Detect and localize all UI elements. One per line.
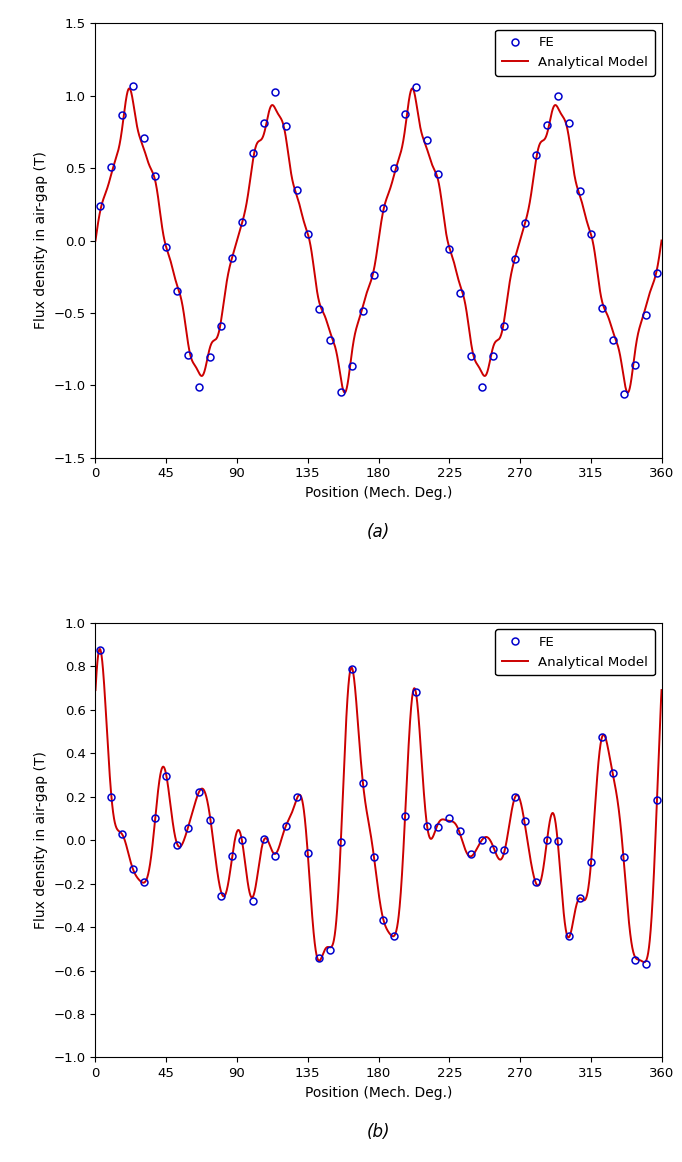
Analytical Model xyxy=(434,817,442,831)
Legend: FE, Analytical Model: FE, Analytical Model xyxy=(495,30,655,76)
FE xyxy=(456,824,464,838)
Analytical Model xyxy=(250,149,258,163)
FE xyxy=(140,875,148,889)
Analytical Model xyxy=(95,641,104,655)
Analytical Model xyxy=(91,234,100,248)
FE xyxy=(445,242,454,256)
Analytical Model xyxy=(434,172,442,186)
Analytical Model xyxy=(640,955,649,969)
FE xyxy=(434,819,443,833)
Line: Analytical Model: Analytical Model xyxy=(95,88,662,393)
FE xyxy=(96,643,104,657)
Analytical Model xyxy=(213,862,221,876)
X-axis label: Position (Mech. Deg.): Position (Mech. Deg.) xyxy=(305,1085,452,1099)
Analytical Model xyxy=(604,309,612,323)
X-axis label: Position (Mech. Deg.): Position (Mech. Deg.) xyxy=(305,486,452,500)
Y-axis label: Flux density in air-gap (T): Flux density in air-gap (T) xyxy=(34,151,48,330)
FE xyxy=(293,790,301,804)
Y-axis label: Flux density in air-gap (T): Flux density in air-gap (T) xyxy=(34,751,48,930)
Analytical Model xyxy=(125,81,134,95)
Analytical Model xyxy=(657,235,666,249)
FE xyxy=(653,794,661,808)
FE xyxy=(620,387,628,401)
Analytical Model xyxy=(250,888,258,902)
FE xyxy=(653,266,661,280)
FE xyxy=(359,776,367,790)
Line: FE: FE xyxy=(97,83,660,397)
Legend: FE, Analytical Model: FE, Analytical Model xyxy=(495,630,655,675)
Analytical Model xyxy=(657,234,666,248)
Text: (a): (a) xyxy=(367,523,390,541)
FE xyxy=(642,957,650,971)
Line: Analytical Model: Analytical Model xyxy=(95,648,662,962)
FE xyxy=(467,349,475,363)
FE xyxy=(370,267,378,281)
Line: FE: FE xyxy=(97,646,660,968)
Analytical Model xyxy=(623,386,632,400)
FE xyxy=(609,766,617,780)
FE xyxy=(151,168,160,182)
FE xyxy=(303,227,312,241)
Analytical Model xyxy=(444,813,452,827)
FE xyxy=(129,79,137,93)
FE xyxy=(401,107,409,121)
Analytical Model xyxy=(657,686,666,700)
Text: (b): (b) xyxy=(367,1122,390,1141)
Analytical Model xyxy=(213,331,221,345)
FE xyxy=(96,199,104,213)
Analytical Model xyxy=(657,683,666,697)
Analytical Model xyxy=(604,741,612,755)
Analytical Model xyxy=(444,235,452,249)
Analytical Model xyxy=(91,683,100,697)
